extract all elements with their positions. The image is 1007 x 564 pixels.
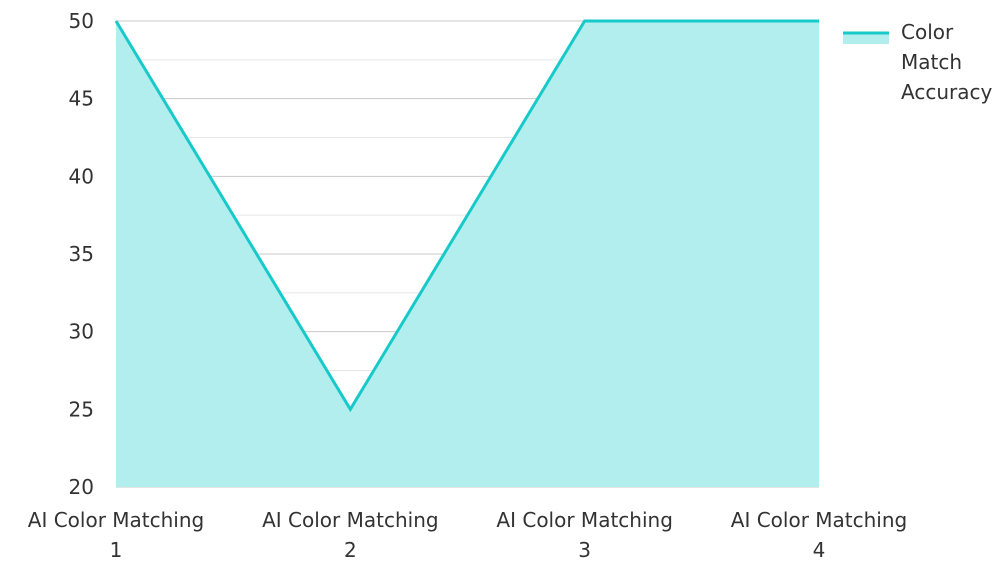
x-tick-label: AI Color Matching 3	[496, 508, 672, 560]
y-tick-label: 45	[69, 87, 94, 111]
legend: Color Match Accuracy	[843, 20, 992, 104]
y-tick-label: 30	[69, 320, 94, 344]
y-tick-label: 40	[69, 164, 94, 188]
x-tick-label: AI Color Matching 4	[731, 508, 907, 560]
x-axis: AI Color Matching 1 AI Color Matching 2 AI C…	[28, 508, 907, 562]
series-line	[114, 19, 819, 413]
series-area-fill	[116, 21, 819, 487]
y-tick-label: 50	[69, 9, 94, 33]
legend-swatch-fill	[843, 33, 889, 44]
y-tick-label: 20	[69, 475, 94, 499]
y-tick-label: 35	[69, 242, 94, 266]
y-tick-label: 25	[69, 397, 94, 421]
x-tick-label: AI Color Matching 1	[28, 508, 204, 560]
area-series	[114, 19, 819, 487]
legend-label: Color Match Accuracy	[901, 20, 992, 104]
y-axis: 20 25 30 35 40 45 50	[69, 9, 94, 499]
x-tick-label: AI Color Matching 2	[262, 508, 438, 560]
